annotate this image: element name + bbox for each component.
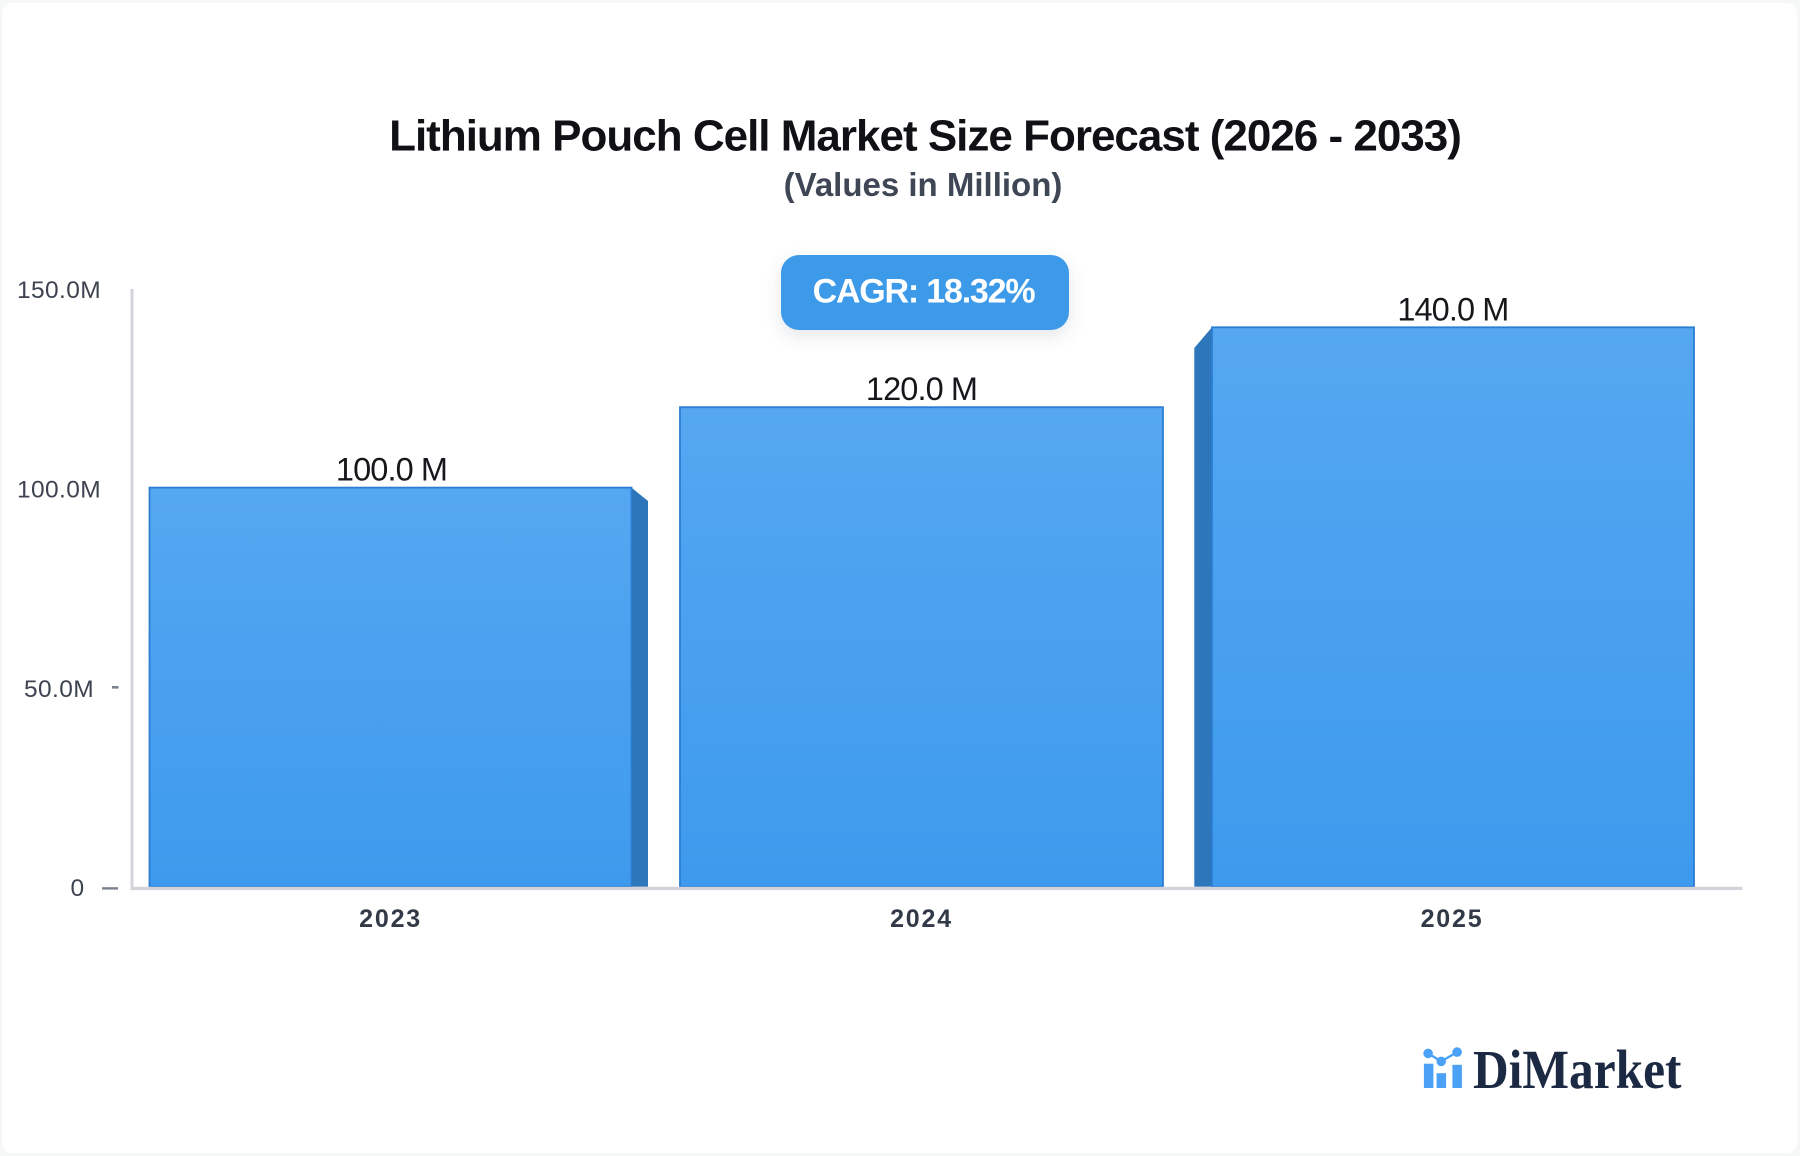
svg-text:0: 0 [70,875,84,902]
svg-text:Lithium Pouch Cell Market Size: Lithium Pouch Cell Market Size Forecast … [389,112,1461,161]
svg-text:DiMarket: DiMarket [1473,1039,1682,1100]
svg-text:CAGR: 18.32%: CAGR: 18.32% [813,273,1036,311]
svg-text:120.0 M: 120.0 M [866,371,977,407]
svg-text:150.0M: 150.0M [17,277,101,304]
svg-text:50.0M: 50.0M [24,676,94,703]
svg-text:2023: 2023 [359,905,422,933]
svg-text:100.0M: 100.0M [17,477,101,504]
svg-text:2025: 2025 [1421,905,1484,933]
svg-text:100.0 M: 100.0 M [336,451,447,487]
svg-text:(Values in Million): (Values in Million) [784,166,1063,203]
svg-text:2024: 2024 [890,905,953,933]
svg-text:140.0 M: 140.0 M [1397,291,1508,327]
